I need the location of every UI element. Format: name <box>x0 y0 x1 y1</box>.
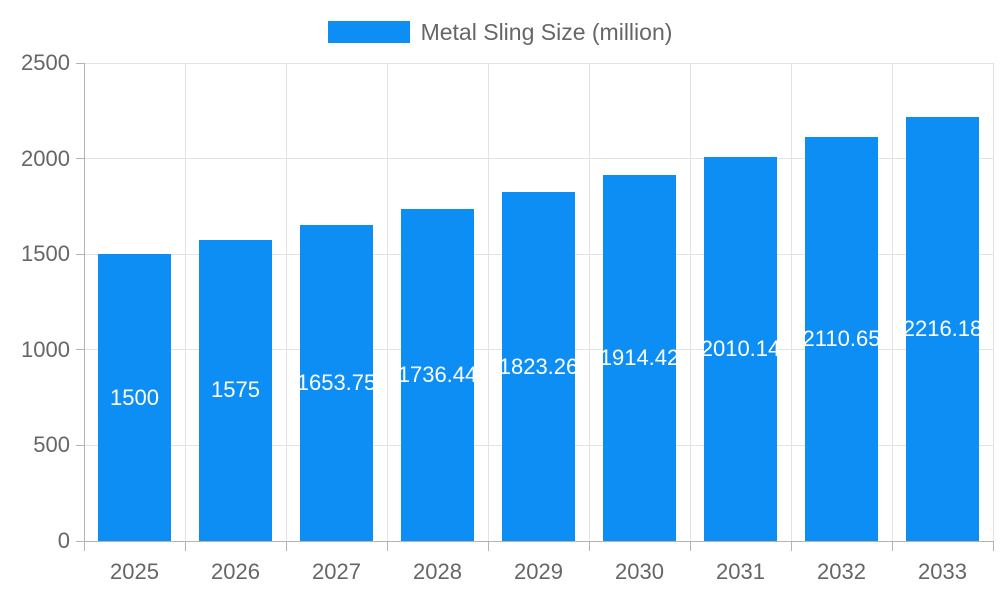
y-tick-label: 2500 <box>21 50 70 75</box>
y-axis-tick <box>76 253 84 255</box>
x-axis-line <box>84 541 994 542</box>
bar-value-label: 1736.44 <box>397 361 478 387</box>
plot-area: 1500 1575 1653.75 1736.44 1823.26 1914.42 2010… <box>76 62 994 551</box>
x-axis-tick <box>790 541 792 551</box>
h-gridline <box>84 158 993 160</box>
bar-2025[interactable] <box>98 254 171 541</box>
bar-value-label: 1653.75 <box>296 369 377 395</box>
x-axis-tick <box>689 541 691 551</box>
v-gridline <box>184 63 186 541</box>
v-gridline <box>386 63 388 541</box>
legend-swatch <box>327 21 410 43</box>
v-gridline <box>992 63 994 541</box>
h-gridline <box>84 62 993 64</box>
x-axis-tick <box>83 541 85 551</box>
bar-2027[interactable] <box>300 224 373 541</box>
bar-2029[interactable] <box>502 192 575 541</box>
legend[interactable]: Metal Sling Size (million) <box>0 20 1000 44</box>
x-tick-label: 2031 <box>716 559 765 584</box>
x-tick-label: 2029 <box>514 559 563 584</box>
bar-2026[interactable] <box>199 239 272 541</box>
x-axis-tick <box>588 541 590 551</box>
x-tick-label: 2028 <box>413 559 462 584</box>
y-tick-label: 2000 <box>21 145 70 171</box>
y-tick-label: 500 <box>33 432 70 458</box>
y-tick-label: 1000 <box>21 336 70 362</box>
bar-2031[interactable] <box>704 156 777 541</box>
bar-2028[interactable] <box>401 208 474 541</box>
v-gridline <box>487 63 489 541</box>
x-tick-label: 2033 <box>918 559 967 584</box>
v-gridline <box>891 63 893 541</box>
bar-value-label: 2110.65 <box>802 326 881 352</box>
x-axis-tick <box>487 541 489 551</box>
y-axis-tick <box>76 540 84 542</box>
bar-value-label: 2010.14 <box>700 335 781 361</box>
y-axis-tick <box>76 349 84 351</box>
v-gridline <box>285 63 287 541</box>
bar-value-label: 2216.18 <box>902 316 983 342</box>
bar-2032[interactable] <box>805 137 878 541</box>
x-axis-tick <box>386 541 388 551</box>
y-axis-tick <box>76 62 84 64</box>
x-tick-label: 2025 <box>110 559 159 584</box>
v-gridline <box>689 63 691 541</box>
bar-2030[interactable] <box>603 174 676 541</box>
y-axis-tick <box>76 158 84 160</box>
bar-value-label: 1500 <box>110 384 159 410</box>
x-tick-label: 2027 <box>312 559 361 584</box>
bar-value-label: 1914.42 <box>599 344 680 370</box>
v-gridline <box>588 63 590 541</box>
x-axis-tick <box>184 541 186 551</box>
x-tick-label: 2032 <box>817 559 866 584</box>
bar-value-label: 1823.26 <box>498 353 579 379</box>
y-tick-label: 1500 <box>21 241 70 267</box>
x-axis-tick <box>891 541 893 551</box>
v-gridline <box>790 63 792 541</box>
x-tick-label: 2026 <box>211 559 260 584</box>
bar-value-label: 1575 <box>211 377 260 403</box>
x-tick-label: 2030 <box>615 559 664 584</box>
legend-label: Metal Sling Size (million) <box>420 19 673 45</box>
y-tick-label: 0 <box>57 528 70 553</box>
bar-2033[interactable] <box>906 117 979 541</box>
x-axis-tick <box>992 541 994 551</box>
y-axis-tick <box>76 444 84 446</box>
y-axis-line <box>84 63 85 541</box>
x-axis-tick <box>285 541 287 551</box>
